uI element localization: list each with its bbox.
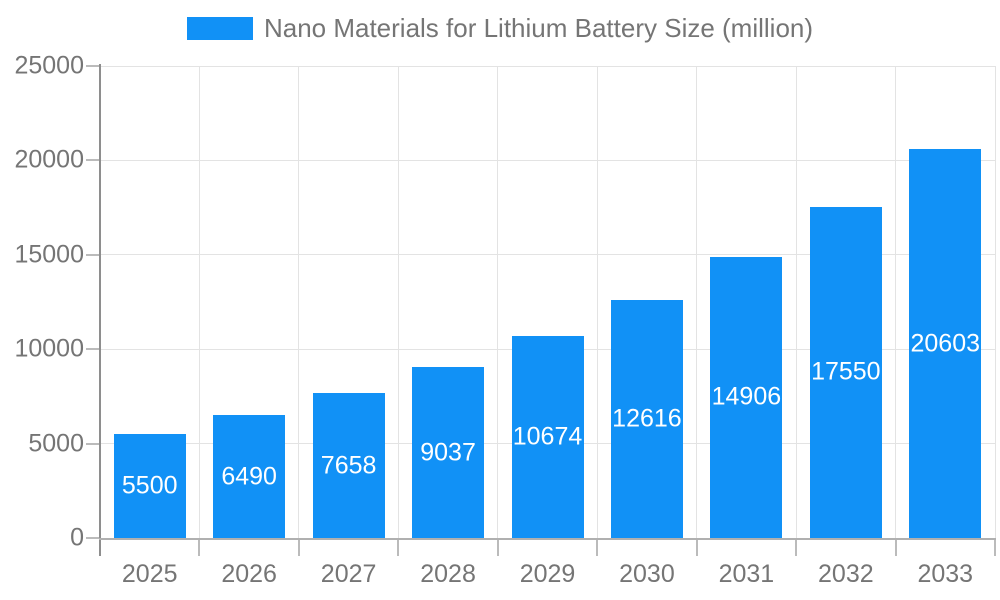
x-axis-tick-label: 2025 xyxy=(121,560,178,588)
y-axis-tick-label: 5000 xyxy=(28,429,84,458)
x-gridline xyxy=(994,66,996,538)
x-axis-tick-label: 2027 xyxy=(320,560,377,588)
x-gridline xyxy=(497,66,499,538)
x-gridline xyxy=(198,66,200,538)
x-axis-tick-label: 2026 xyxy=(221,560,277,588)
bar[interactable] xyxy=(113,434,186,538)
x-gridline xyxy=(696,66,698,538)
y-gridline xyxy=(100,254,995,256)
x-gridline xyxy=(397,66,399,538)
x-axis-tick-label: 2029 xyxy=(519,560,576,588)
y-gridline xyxy=(100,159,995,161)
x-axis-tick-label: 2031 xyxy=(718,560,775,588)
x-axis-tick xyxy=(596,538,599,556)
y-axis-tick-label: 0 xyxy=(70,523,84,552)
y-axis-tick-label: 20000 xyxy=(14,145,84,174)
bar[interactable] xyxy=(710,256,783,538)
y-axis-tick xyxy=(86,442,100,445)
x-axis-tick xyxy=(795,538,798,556)
bar[interactable] xyxy=(809,206,882,538)
x-axis-tick xyxy=(994,538,996,556)
x-axis-tick-label: 2030 xyxy=(619,560,675,588)
legend-label: Nano Materials for Lithium Battery Size … xyxy=(263,13,814,43)
y-axis-tick xyxy=(86,537,100,539)
y-axis-tick-label: 15000 xyxy=(14,240,84,269)
bar-value-label: 12616 xyxy=(612,404,682,433)
y-axis-tick xyxy=(86,253,100,256)
bar[interactable] xyxy=(312,393,385,538)
x-axis-line xyxy=(99,538,996,540)
bar-value-label: 7658 xyxy=(320,451,377,480)
bar-value-label: 14906 xyxy=(711,382,782,411)
bar-value-label: 10674 xyxy=(512,422,583,451)
x-axis-tick xyxy=(894,538,897,556)
bar[interactable] xyxy=(909,149,982,538)
bar[interactable] xyxy=(213,415,286,538)
x-axis-tick-label: 2033 xyxy=(917,560,974,588)
y-axis-line xyxy=(99,64,101,556)
x-axis-tick xyxy=(198,538,201,556)
bar-value-label: 6490 xyxy=(221,462,277,491)
x-gridline xyxy=(596,66,598,538)
x-axis-tick xyxy=(695,538,698,556)
bar[interactable] xyxy=(511,336,584,538)
x-axis-tick xyxy=(397,538,400,556)
x-gridline xyxy=(795,66,797,538)
bar-value-label: 20603 xyxy=(910,329,981,357)
x-gridline xyxy=(895,66,897,538)
y-gridline xyxy=(100,65,995,67)
bar[interactable] xyxy=(412,367,485,538)
y-axis-tick-label: 25000 xyxy=(14,51,84,80)
x-axis-tick-label: 2032 xyxy=(818,560,874,588)
bar-value-label: 5500 xyxy=(121,471,178,500)
x-axis-tick xyxy=(297,538,300,556)
bar[interactable] xyxy=(610,299,683,538)
y-axis-tick xyxy=(86,348,100,351)
legend-item[interactable]: Nano Materials for Lithium Battery Size … xyxy=(0,14,1000,43)
y-axis-tick xyxy=(86,65,100,67)
bar-value-label: 17550 xyxy=(811,357,881,386)
x-axis-tick-label: 2028 xyxy=(420,560,476,588)
y-axis-tick xyxy=(86,159,100,162)
legend-swatch-icon xyxy=(186,16,253,40)
bar-value-label: 9037 xyxy=(420,438,476,467)
x-gridline xyxy=(298,66,300,538)
x-axis-tick xyxy=(496,538,499,556)
y-axis-tick-label: 10000 xyxy=(14,334,84,363)
